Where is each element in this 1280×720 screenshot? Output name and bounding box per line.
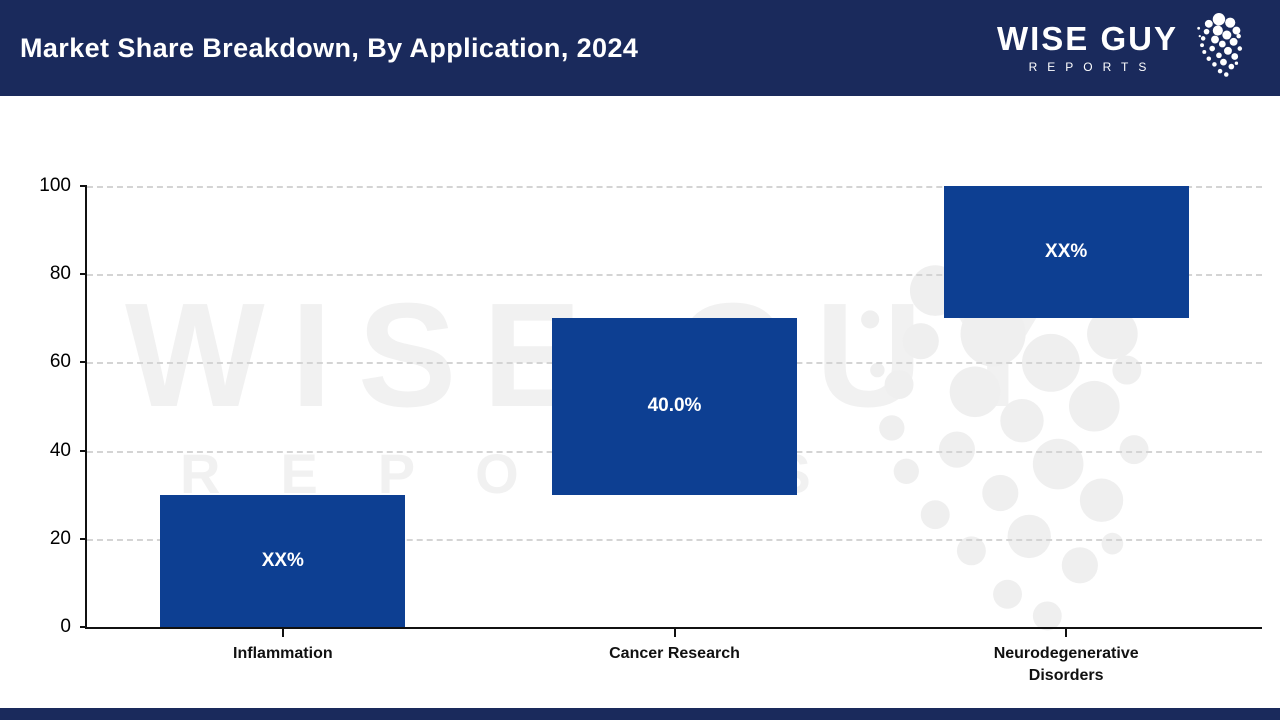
gridline <box>87 186 1262 188</box>
bar-segment: XX% <box>943 186 1189 319</box>
y-tick-mark <box>80 537 87 540</box>
x-tick-mark <box>281 629 284 637</box>
x-category-label: Neurodegenerative Disorders <box>993 645 1139 684</box>
x-category-label: Cancer Research <box>609 645 740 662</box>
bar-value-label: XX% <box>261 549 304 571</box>
x-category-label: Inflammation <box>233 645 333 662</box>
page-title: Market Share Breakdown, By Application, … <box>20 32 639 63</box>
logo-wordmark-line1: WISE GUY <box>996 20 1178 57</box>
chart-region: WISE GUY REPORTS 0 20 40 60 80 100 XX% 40.0% XX… <box>0 96 1280 708</box>
bar-segment: XX% <box>160 494 406 627</box>
bar-segment: 40.0% <box>552 318 797 495</box>
y-tick-label: 0 <box>60 616 71 637</box>
y-tick-mark <box>80 185 87 187</box>
y-tick-label: 80 <box>49 263 71 285</box>
y-tick-label: 60 <box>49 351 71 373</box>
y-tick-mark <box>80 273 87 276</box>
plot-area: 0 20 40 60 80 100 XX% 40.0% XX% Inflammation Can… <box>39 175 1262 684</box>
logo-wordmark-line2: REPORTS <box>1028 60 1157 74</box>
logo-wordmark: WISE GUY REPORTS <box>997 22 1178 74</box>
footer-bar <box>0 708 1280 720</box>
logo-head-icon <box>1197 13 1243 77</box>
header-bar: Market Share Breakdown, By Application, … <box>0 0 1280 96</box>
x-tick-mark <box>1065 629 1068 637</box>
y-tick-label: 20 <box>49 527 71 549</box>
y-tick-label: 40 <box>49 439 71 461</box>
gridline <box>87 274 1262 277</box>
bar-value-label: 40.0% <box>647 395 702 417</box>
y-tick-mark <box>80 626 87 628</box>
bar-value-label: XX% <box>1045 241 1088 263</box>
brand-logo: WISE GUY REPORTS <box>997 11 1246 85</box>
y-tick-label: 100 <box>39 175 71 196</box>
x-tick-mark <box>673 629 676 637</box>
gridline <box>87 538 1262 541</box>
y-tick-mark <box>80 449 87 452</box>
y-tick-mark <box>80 361 87 364</box>
